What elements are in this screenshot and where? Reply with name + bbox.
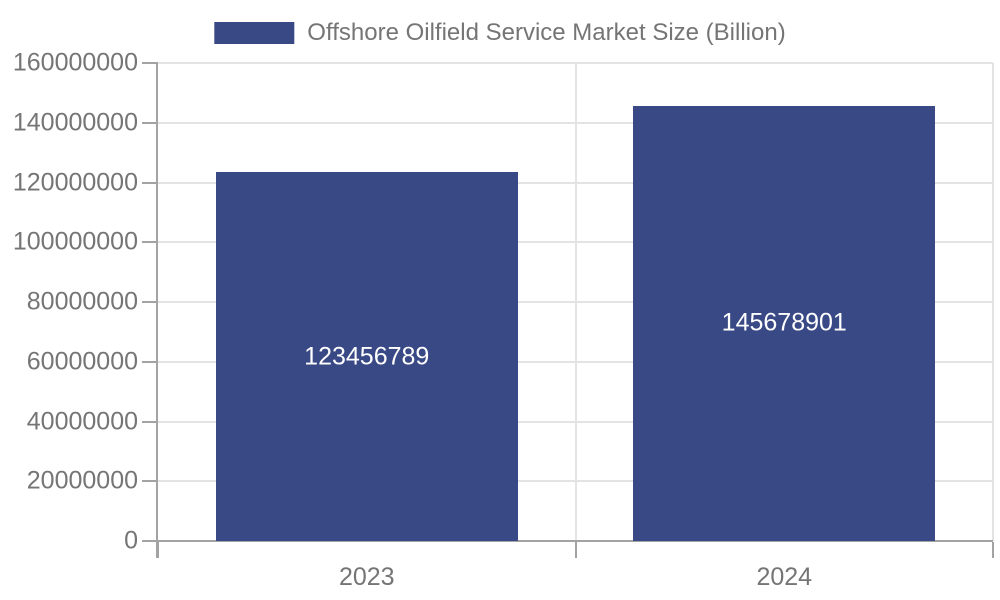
x-axis-tick: [574, 542, 577, 558]
gridline-vertical: [574, 63, 577, 541]
y-axis-tick: [142, 301, 158, 303]
y-axis-tick: [142, 420, 158, 423]
y-axis-tick-label: 160000000: [12, 48, 138, 77]
x-axis-line: [156, 540, 993, 542]
y-axis-tick: [142, 241, 158, 244]
y-axis-tick: [142, 62, 158, 64]
y-axis-tick-label: 140000000: [12, 108, 138, 137]
x-axis-tick-label: 2024: [756, 563, 813, 591]
y-axis-tick-label: 0: [124, 526, 138, 555]
bar-value-label: 123456789: [304, 342, 430, 371]
y-axis-tick-label: 100000000: [12, 227, 138, 256]
y-axis-tick-label: 20000000: [26, 466, 138, 495]
legend[interactable]: Offshore Oilfield Service Market Size (B…: [214, 19, 786, 47]
y-axis-tick-label: 60000000: [26, 347, 138, 376]
y-axis-line: [156, 63, 158, 558]
gridline-vertical: [992, 63, 994, 541]
y-axis-tick-label: 80000000: [26, 287, 138, 316]
bar-2024: [633, 105, 936, 541]
y-axis-tick: [142, 540, 158, 542]
legend-swatch: [214, 22, 295, 44]
x-axis-tick: [157, 542, 159, 558]
y-axis-tick: [142, 360, 158, 363]
x-axis-tick: [992, 542, 994, 558]
y-axis-tick-label: 40000000: [26, 407, 138, 435]
bar-value-label: 145678901: [721, 308, 847, 337]
bar-2023: [215, 172, 518, 541]
y-axis-tick: [142, 121, 158, 124]
y-axis-tick: [142, 181, 158, 184]
y-axis-tick-label: 120000000: [12, 168, 138, 196]
x-axis-tick-label: 2023: [338, 563, 395, 591]
legend-label: Offshore Oilfield Service Market Size (B…: [307, 19, 786, 46]
y-axis-tick: [142, 480, 158, 483]
